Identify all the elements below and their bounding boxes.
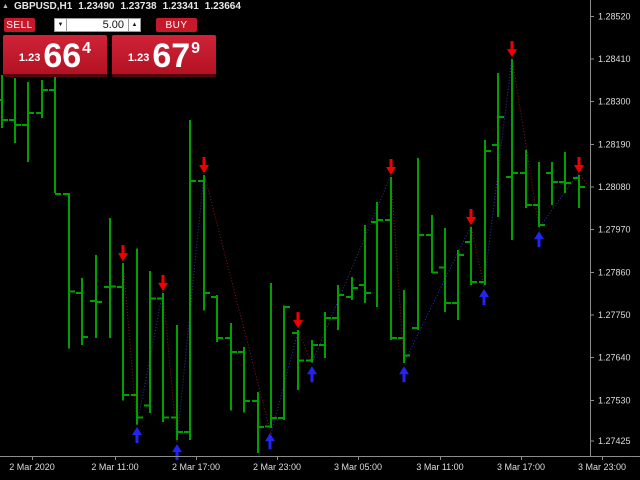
buy-price-big: 67 — [152, 37, 191, 75]
quote-bar: ▲ GBPUSD,H1 1.23490 1.23738 1.23341 1.23… — [2, 1, 241, 12]
buy-signal-arrow-icon — [132, 427, 142, 443]
buy-signal-arrow-icon — [172, 444, 182, 461]
quote-close: 1.23664 — [204, 1, 241, 12]
buy-signal-arrow-icon — [399, 366, 409, 383]
buy-price-box[interactable]: 1.23 67 9 — [112, 35, 216, 77]
buy-price-prefix: 1.23 — [127, 52, 150, 64]
sell-price-prefix: 1.23 — [18, 52, 41, 64]
buy-price-sup: 9 — [191, 40, 201, 57]
price-axis-label: 1.28520 — [598, 11, 631, 21]
buy-signal-arrow-icon — [307, 366, 317, 383]
buy-signal-arrow-icon — [534, 231, 544, 248]
buy-signal-arrow-icon — [265, 433, 275, 450]
price-axis-label: 1.27970 — [598, 225, 631, 235]
sell-price-big: 66 — [43, 37, 82, 75]
sell-signal-arrow-icon — [199, 157, 209, 173]
price-axis-label: 1.27860 — [598, 267, 631, 277]
zigzag-segment — [403, 225, 472, 364]
time-axis-label: 3 Mar 23:00 — [578, 462, 626, 472]
buy-signal-arrow-icon — [479, 289, 489, 305]
price-axis-label: 1.27640 — [598, 353, 631, 363]
zigzag-segment — [390, 174, 405, 364]
zigzag-segment — [511, 57, 540, 229]
quote-symbol: GBPUSD,H1 — [13, 1, 73, 12]
sell-signal-arrow-icon — [293, 312, 303, 329]
zigzag-segment — [470, 225, 485, 287]
sell-price-sup: 4 — [82, 40, 92, 57]
zigzag-segment — [311, 174, 392, 364]
volume-decrease-button[interactable]: ▼ — [54, 18, 67, 32]
volume-increase-button[interactable]: ▲ — [128, 18, 141, 32]
buy-button[interactable]: BUY — [156, 18, 197, 32]
sell-signal-arrow-icon — [118, 245, 128, 262]
time-axis-label: 2 Mar 23:00 — [253, 462, 301, 472]
sell-signal-arrow-icon — [574, 157, 584, 173]
sell-price-box[interactable]: 1.23 66 4 — [3, 35, 107, 77]
zigzag-segment — [578, 172, 591, 189]
quote-open: 1.23490 — [78, 1, 115, 12]
time-axis-label: 3 Mar 11:00 — [416, 462, 463, 472]
quote-high: 1.23738 — [120, 1, 157, 12]
zigzag-segment — [203, 172, 272, 435]
zigzag-segment — [122, 261, 138, 426]
price-axis-label: 1.27425 — [598, 436, 631, 446]
sell-signal-arrow-icon — [507, 41, 517, 58]
time-axis-label: 2 Mar 2020 — [9, 462, 55, 472]
zigzag-segment — [162, 290, 178, 443]
time-axis-label: 3 Mar 17:00 — [497, 462, 545, 472]
price-axis-label: 1.27750 — [598, 310, 631, 320]
sell-signal-arrow-icon — [466, 209, 476, 225]
sell-signal-arrow-icon — [158, 274, 168, 291]
time-axis-label: 2 Mar 17:00 — [172, 462, 220, 472]
sell-signal-arrow-icon — [386, 159, 396, 175]
price-axis-label: 1.28190 — [598, 139, 631, 149]
time-axis-label: 2 Mar 11:00 — [91, 462, 138, 472]
time-axis-label: 3 Mar 05:00 — [334, 462, 382, 472]
symbol-marker-icon: ▲ — [2, 3, 9, 10]
sell-button[interactable]: SELL — [4, 18, 35, 32]
price-bars — [0, 59, 585, 453]
price-axis-label: 1.28080 — [598, 182, 631, 192]
price-axis-label: 1.27530 — [598, 395, 631, 405]
volume-input[interactable] — [67, 18, 128, 32]
price-axis-label: 1.28300 — [598, 97, 631, 107]
price-axis-label: 1.28410 — [598, 54, 631, 64]
zigzag-segment — [297, 330, 313, 364]
quote-low: 1.23341 — [162, 1, 199, 12]
zigzag-segment — [483, 57, 513, 287]
